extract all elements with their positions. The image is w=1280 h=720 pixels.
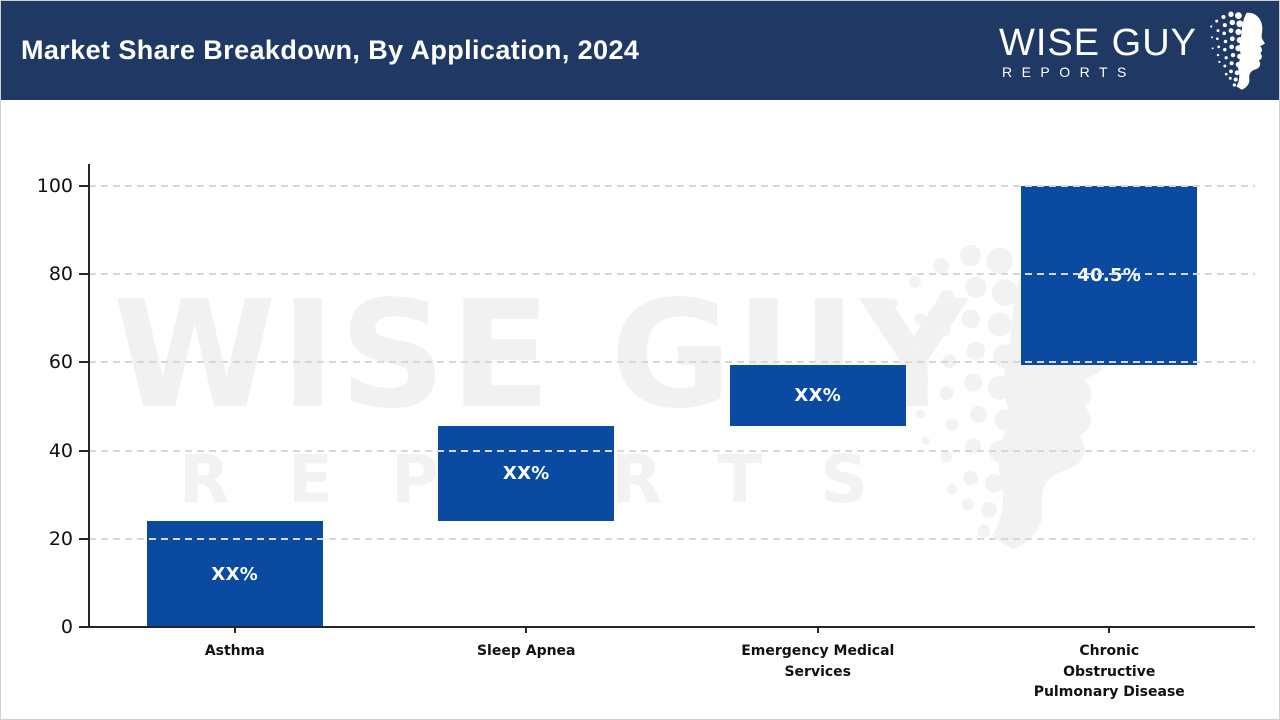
x-axis: [88, 626, 1255, 628]
header-bar: Market Share Breakdown, By Application, …: [1, 1, 1279, 100]
y-tick-label: 80: [48, 263, 73, 286]
gridline-60: [89, 361, 1255, 364]
y-tick: [79, 449, 88, 452]
gridline-100: [89, 185, 1255, 187]
x-tick: [233, 628, 236, 633]
gridline-40: [89, 449, 1255, 452]
y-tick-label: 0: [60, 616, 73, 638]
y-tick: [79, 185, 88, 187]
logo-tagline: REPORTS: [1001, 63, 1136, 80]
y-tick-label: 60: [48, 351, 73, 374]
y-axis: [88, 164, 90, 628]
gridline-20: [89, 537, 1255, 540]
y-tick-label: 20: [48, 527, 73, 550]
waterfall-bar: XX%: [729, 364, 906, 427]
y-tick: [79, 626, 88, 628]
chart-title: Market Share Breakdown, By Application, …: [21, 35, 640, 65]
x-tick: [525, 628, 528, 633]
y-tick: [79, 537, 88, 540]
y-tick-label: 100: [36, 175, 73, 197]
logo-wordmark: WISE GUY: [998, 21, 1197, 64]
y-tick-label: 40: [48, 439, 73, 462]
bar-value-label: XX%: [211, 563, 259, 585]
category-label: Emergency Medical Services: [741, 643, 895, 680]
waterfall-bar: 40.5%: [1021, 186, 1198, 365]
bar-value-label: XX%: [502, 463, 550, 485]
gridline-80: [89, 273, 1255, 276]
category-label: Chronic Obstructive Pulmonary Disease: [1033, 643, 1185, 700]
wise-guy-logo: WISE GUY REPORTS: [999, 9, 1267, 93]
bar-value-label: 40.5%: [1077, 264, 1142, 286]
waterfall-bar: XX%: [438, 426, 615, 522]
logo-face-icon: [1199, 10, 1267, 92]
x-tick: [816, 628, 819, 633]
bar-value-label: XX%: [794, 384, 842, 406]
category-label: Sleep Apnea: [476, 643, 576, 659]
y-tick: [79, 273, 88, 276]
y-tick: [79, 361, 88, 364]
x-tick: [1108, 628, 1111, 633]
category-label: Asthma: [204, 643, 265, 659]
logo-text: WISE GUY REPORTS: [999, 23, 1197, 80]
